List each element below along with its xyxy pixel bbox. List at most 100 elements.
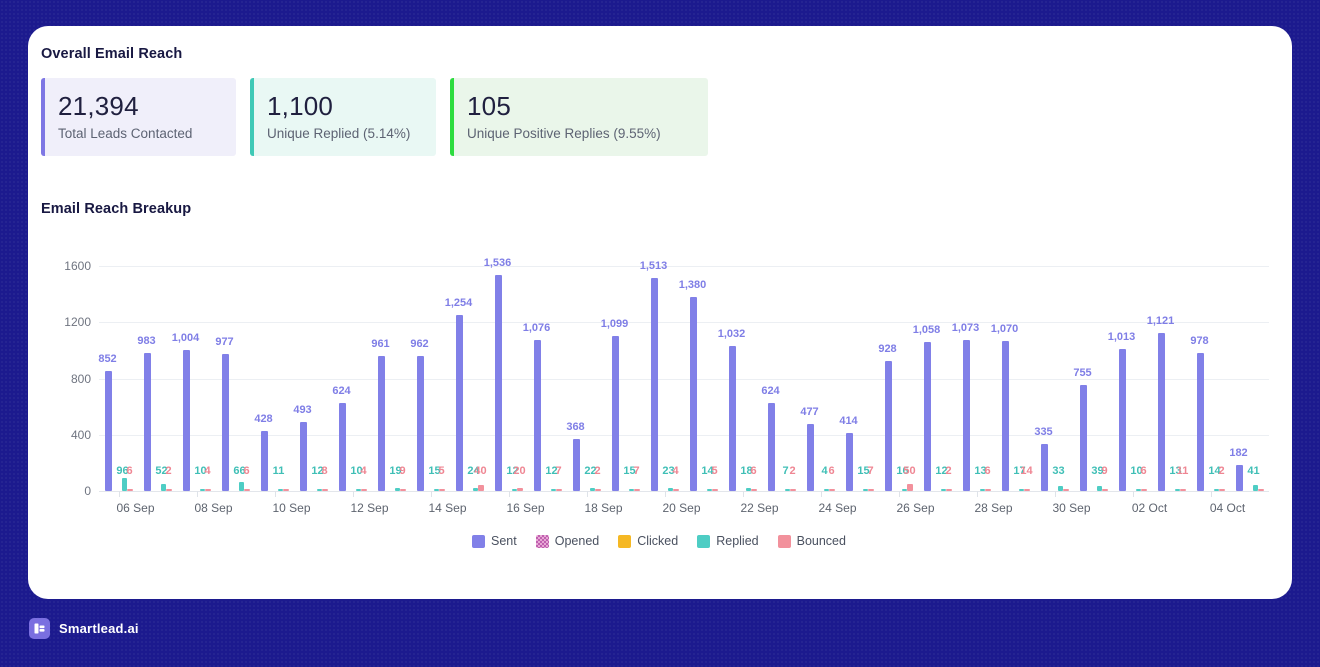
bar-replied[interactable]: [199, 489, 205, 491]
bar-group[interactable]: 477 4 6: [800, 266, 838, 491]
bar-group[interactable]: 962 15 5: [410, 266, 448, 491]
bar-replied[interactable]: [784, 489, 790, 491]
bar-group[interactable]: 1,004 10 4: [172, 266, 214, 491]
bar-replied[interactable]: [511, 489, 517, 491]
bar-group[interactable]: 961 19 9: [371, 266, 409, 491]
bar-sent[interactable]: [1079, 384, 1087, 491]
bar-group[interactable]: 928 16 50: [878, 266, 916, 491]
bar-replied[interactable]: [1018, 488, 1024, 491]
legend-item-sent[interactable]: Sent: [472, 534, 517, 548]
bar-sent[interactable]: [845, 432, 853, 491]
bar-group[interactable]: 182 41: [1229, 266, 1267, 491]
bar-sent[interactable]: [572, 439, 580, 491]
bar-replied[interactable]: [940, 489, 946, 491]
bar-bounced[interactable]: [711, 489, 718, 491]
bar-sent[interactable]: [416, 355, 424, 491]
bar-replied[interactable]: [550, 489, 556, 491]
bar-bounced[interactable]: [633, 489, 640, 491]
bar-bounced[interactable]: [1257, 489, 1264, 491]
bar-bounced[interactable]: [867, 489, 874, 491]
bar-group[interactable]: 1,073 13 6: [952, 266, 994, 491]
bar-sent[interactable]: [260, 430, 268, 491]
bar-sent[interactable]: [455, 314, 463, 491]
bar-group[interactable]: 983 52 2: [137, 266, 175, 491]
bar-bounced[interactable]: [360, 489, 367, 491]
bar-bounced[interactable]: [204, 489, 211, 491]
bar-bounced[interactable]: [984, 489, 991, 491]
bar-replied[interactable]: [1252, 485, 1258, 491]
bar-sent[interactable]: [1235, 465, 1243, 491]
bar-bounced[interactable]: [945, 489, 952, 491]
bar-sent[interactable]: [299, 421, 307, 491]
bar-group[interactable]: 1,032 18 6: [718, 266, 760, 491]
bar-sent[interactable]: [767, 403, 775, 491]
bar-replied[interactable]: [433, 488, 439, 491]
bar-bounced[interactable]: [828, 489, 835, 491]
bar-bounced[interactable]: [282, 489, 289, 491]
bar-group[interactable]: 428 11: [254, 266, 292, 491]
bar-replied[interactable]: [862, 488, 868, 491]
bar-bounced[interactable]: [1101, 489, 1108, 491]
bar-bounced[interactable]: [243, 489, 250, 491]
bar-sent[interactable]: [1118, 348, 1126, 491]
bar-sent[interactable]: [650, 278, 658, 491]
bar-group[interactable]: 335 33: [1034, 266, 1072, 491]
bar-replied[interactable]: [979, 489, 985, 491]
bar-sent[interactable]: [221, 353, 229, 491]
bar-group[interactable]: 1,058 12 2: [913, 266, 955, 491]
bar-replied[interactable]: [316, 489, 322, 491]
bar-group[interactable]: 1,536 12 20: [484, 257, 526, 491]
bar-sent[interactable]: [1040, 443, 1048, 491]
bar-group[interactable]: 1,513 23 4: [640, 260, 682, 491]
bar-replied[interactable]: [1213, 489, 1219, 491]
bar-sent[interactable]: [806, 423, 814, 491]
bar-group[interactable]: 368 22 2: [566, 266, 604, 491]
bar-group[interactable]: 1,121 13 11: [1147, 266, 1189, 491]
bar-group[interactable]: 414 15 7: [839, 266, 877, 491]
bar-replied[interactable]: [277, 489, 283, 491]
bar-sent[interactable]: [728, 345, 736, 491]
bar-sent[interactable]: [611, 336, 619, 491]
bar-bounced[interactable]: [126, 489, 133, 491]
bar-bounced[interactable]: [1218, 489, 1225, 491]
bar-sent[interactable]: [1001, 340, 1009, 491]
bar-bounced[interactable]: [1062, 489, 1069, 491]
bar-replied[interactable]: [628, 488, 634, 491]
bar-bounced[interactable]: [321, 489, 328, 491]
bar-group[interactable]: 493 12 8: [293, 266, 331, 491]
bar-replied[interactable]: [355, 489, 361, 491]
bar-replied[interactable]: [667, 487, 673, 491]
bar-sent[interactable]: [923, 342, 931, 491]
bar-group[interactable]: 1,013 10 6: [1108, 266, 1150, 491]
bar-group[interactable]: 1,076 12 7: [523, 266, 565, 491]
bar-replied[interactable]: [589, 487, 595, 491]
bar-sent[interactable]: [1196, 353, 1204, 491]
bar-sent[interactable]: [143, 352, 151, 491]
bar-bounced[interactable]: [672, 489, 679, 491]
bar-replied[interactable]: [121, 477, 127, 491]
bar-group[interactable]: 1,380 14 5: [679, 266, 721, 491]
bar-sent[interactable]: [1157, 333, 1165, 491]
bar-sent[interactable]: [182, 349, 190, 491]
bar-bounced[interactable]: [165, 489, 172, 491]
bar-group[interactable]: 624 7 2: [761, 266, 799, 491]
bar-bounced[interactable]: [906, 483, 913, 491]
bar-replied[interactable]: [706, 489, 712, 491]
bar-replied[interactable]: [160, 483, 166, 491]
bar-sent[interactable]: [104, 371, 112, 491]
legend-item-opened[interactable]: Opened: [535, 534, 599, 548]
bar-sent[interactable]: [689, 296, 697, 491]
bar-bounced[interactable]: [750, 489, 757, 491]
bar-bounced[interactable]: [789, 489, 796, 491]
bar-sent[interactable]: [338, 403, 346, 491]
bar-replied[interactable]: [1174, 489, 1180, 491]
bar-replied[interactable]: [1057, 486, 1063, 491]
bar-group[interactable]: 1,099 15 7: [601, 266, 643, 491]
bar-group[interactable]: 1,254 24 40: [445, 266, 487, 491]
bar-bounced[interactable]: [438, 489, 445, 491]
legend-item-bounced[interactable]: Bounced: [777, 534, 846, 548]
bar-bounced[interactable]: [594, 489, 601, 491]
bar-bounced[interactable]: [399, 489, 406, 491]
bar-group[interactable]: 977 66 6: [215, 266, 253, 491]
bar-replied[interactable]: [394, 488, 400, 491]
